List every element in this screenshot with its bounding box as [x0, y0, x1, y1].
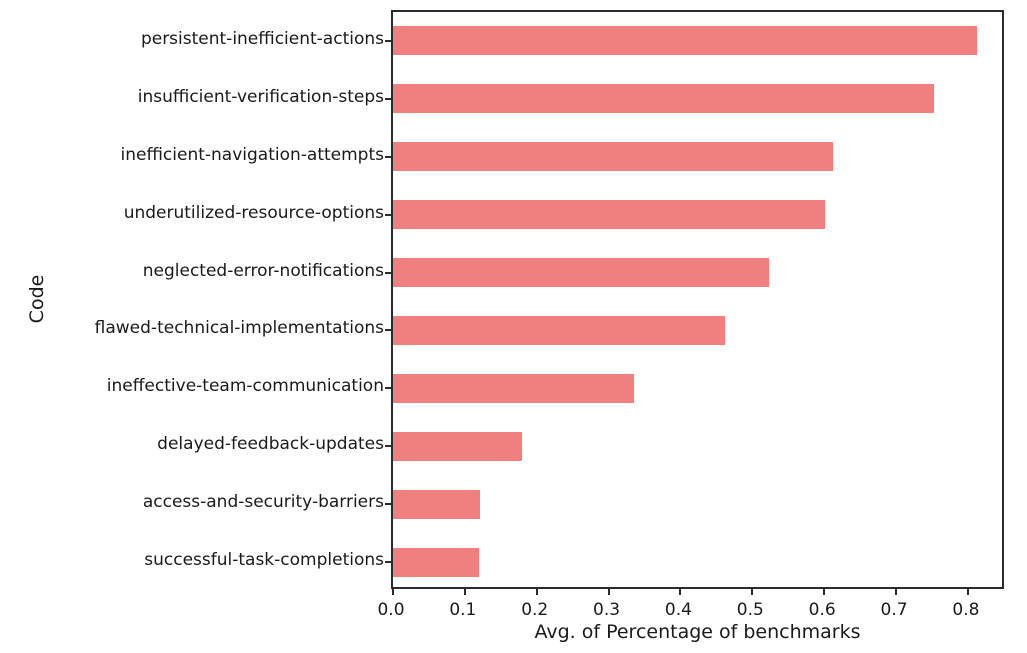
- y-tick-label: persistent-inefficient-actions: [140, 28, 384, 49]
- y-tick-label: insufficient-verification-steps: [137, 86, 384, 107]
- x-tick-mark: [895, 589, 898, 595]
- y-tick-label: neglected-error-notifications: [142, 260, 384, 281]
- x-tick-mark: [679, 589, 682, 595]
- x-tick-label: 0.7: [880, 600, 908, 620]
- x-tick-mark: [392, 589, 394, 595]
- y-tick-mark: [385, 97, 391, 100]
- y-tick-label: successful-task-completions: [144, 550, 384, 571]
- x-tick-label: 0.2: [521, 600, 549, 620]
- y-tick-label: underutilized-resource-options: [123, 202, 384, 223]
- y-tick-label: delayed-feedback-updates: [157, 434, 384, 455]
- y-tick-label: inefficient-navigation-attempts: [120, 144, 384, 165]
- y-tick-label: access-and-security-barriers: [142, 492, 384, 513]
- y-tick-mark: [385, 561, 391, 564]
- y-tick-mark: [385, 329, 391, 332]
- x-tick-label: 0.6: [808, 600, 836, 620]
- y-axis-label: Code: [26, 274, 48, 324]
- bar: [393, 258, 769, 288]
- y-tick-mark: [385, 445, 391, 448]
- bar: [393, 431, 523, 461]
- y-tick-mark: [385, 39, 391, 42]
- x-tick-mark: [607, 589, 610, 595]
- bar: [393, 315, 725, 345]
- x-axis-label: Avg. of Percentage of benchmarks: [534, 621, 861, 643]
- y-tick-mark: [385, 271, 391, 274]
- x-tick-label: 0.1: [449, 600, 477, 620]
- y-tick-label: flawed-technical-implementations: [94, 318, 384, 339]
- x-tick-label: 0.4: [664, 600, 692, 620]
- bar: [393, 142, 833, 172]
- x-tick-label: 0.5: [736, 600, 764, 620]
- x-tick-mark: [463, 589, 466, 595]
- y-tick-mark: [385, 503, 391, 506]
- bar: [393, 489, 480, 519]
- x-tick-mark: [823, 589, 826, 595]
- bar: [393, 84, 935, 114]
- x-tick-mark: [535, 589, 538, 595]
- x-tick-label: 0.0: [377, 600, 405, 620]
- y-tick-mark: [385, 387, 391, 390]
- x-tick-mark: [966, 589, 969, 595]
- bar: [393, 200, 825, 230]
- y-tick-label: ineffective-team-communication: [106, 376, 384, 397]
- x-tick-label: 0.3: [593, 600, 621, 620]
- bar: [393, 373, 635, 403]
- y-tick-mark: [385, 213, 391, 216]
- bar: [393, 26, 977, 56]
- x-tick-mark: [751, 589, 754, 595]
- y-tick-mark: [385, 155, 391, 158]
- x-tick-label: 0.8: [952, 600, 980, 620]
- bar: [393, 547, 479, 577]
- plot-area: [385, 10, 1004, 595]
